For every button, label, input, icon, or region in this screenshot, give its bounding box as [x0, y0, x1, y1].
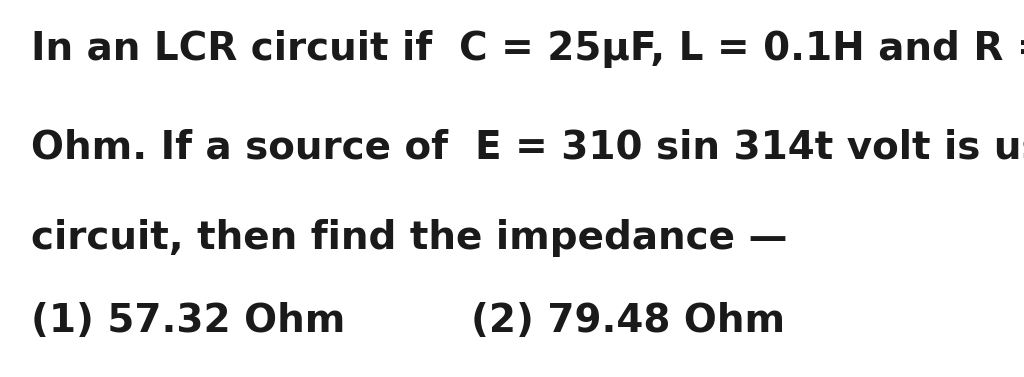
Text: (1) 57.32 Ohm: (1) 57.32 Ohm	[31, 302, 345, 340]
Text: Ohm. If a source of  E = 310 sin 314t volt is used in a: Ohm. If a source of E = 310 sin 314t vol…	[31, 128, 1024, 166]
Text: In an LCR circuit if  C = 25μF, L = 0.1H and R = 25: In an LCR circuit if C = 25μF, L = 0.1H …	[31, 30, 1024, 68]
Text: (2) 79.48 Ohm: (2) 79.48 Ohm	[471, 302, 785, 340]
Text: circuit, then find the impedance —: circuit, then find the impedance —	[31, 219, 787, 257]
